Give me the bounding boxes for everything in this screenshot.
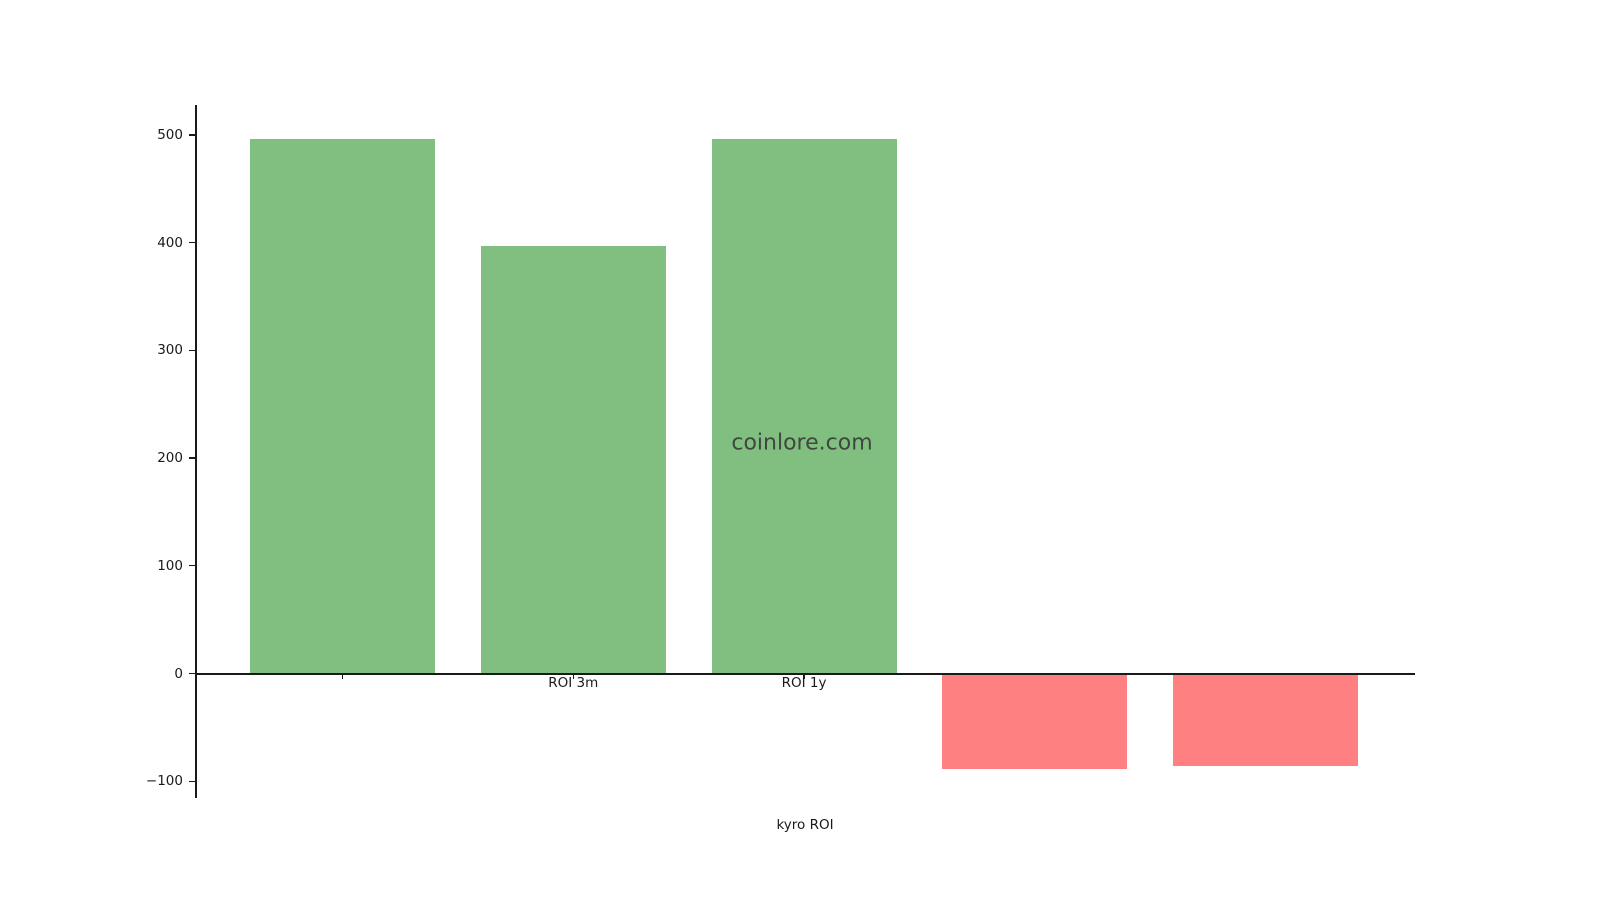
y-tick-mark-0 (189, 672, 195, 675)
y-tick-label-0: 0 (174, 665, 183, 682)
y-tick-mark-200 (189, 457, 195, 459)
bar-unlabeled-4 (1173, 673, 1358, 767)
bar-roi-1y (711, 139, 897, 674)
y-tick-label-200: 200 (157, 450, 183, 467)
bar-roi-3m (480, 245, 666, 674)
x-tick-mark-1 (572, 673, 574, 679)
y-axis-spine (195, 105, 197, 798)
y-tick-label-300: 300 (157, 342, 183, 359)
x-axis-zero-line (195, 673, 1415, 675)
x-tick-mark-0 (341, 673, 344, 679)
bar-unlabeled-3 (942, 673, 1128, 770)
y-tick-mark-100 (189, 565, 195, 567)
x-tick-mark-2 (803, 673, 805, 679)
bar-unlabeled-0 (250, 139, 435, 674)
y-tick-mark-500 (189, 134, 195, 136)
y-tick-mark-400 (189, 241, 195, 244)
x-axis-title: kyro ROI (776, 817, 834, 833)
x-tick-label-ROI 3m: ROI 3m (548, 675, 599, 691)
y-tick-label-400: 400 (157, 234, 183, 251)
y-tick-label--100: −100 (145, 773, 183, 790)
watermark-text: coinlore.com (731, 430, 873, 456)
y-tick-mark--100 (189, 780, 195, 782)
y-tick-mark-300 (189, 349, 195, 352)
x-tick-label-ROI 1y: ROI 1y (781, 675, 827, 691)
y-tick-label-100: 100 (157, 557, 183, 574)
y-tick-label-500: 500 (157, 126, 183, 143)
